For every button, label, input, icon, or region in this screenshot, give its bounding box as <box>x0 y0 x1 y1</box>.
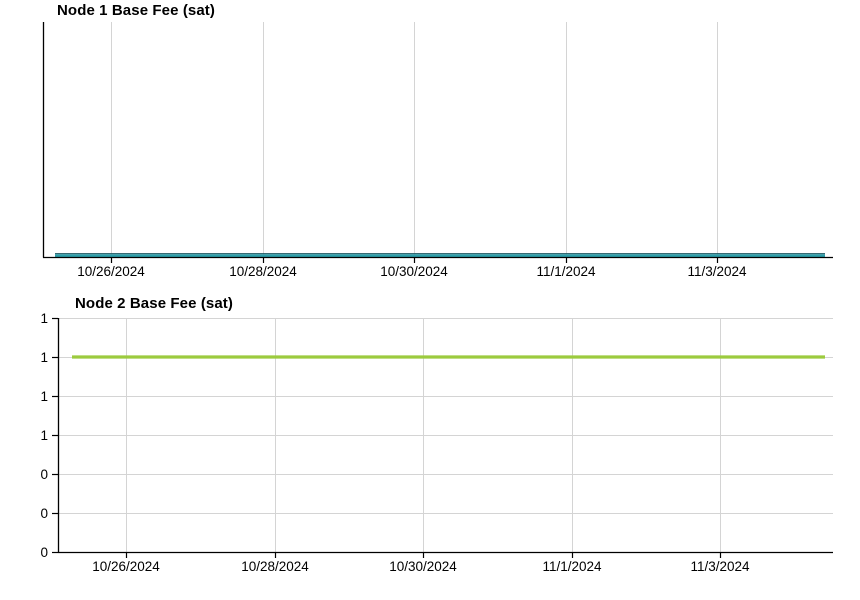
x-tick-label: 10/28/2024 <box>241 559 309 574</box>
y-tick-label: 0 <box>40 545 48 560</box>
y-tick-label: 1 <box>40 350 48 365</box>
y-tick-label: 1 <box>40 311 48 326</box>
y-tick-label: 0 <box>40 467 48 482</box>
x-tick-label: 11/1/2024 <box>542 559 602 574</box>
chart-title-node1: Node 1 Base Fee (sat) <box>57 2 215 19</box>
x-tick-label: 11/3/2024 <box>687 264 747 279</box>
x-tick-label: 10/26/2024 <box>92 559 160 574</box>
chart-title-node2: Node 2 Base Fee (sat) <box>75 295 233 312</box>
x-tick-label: 10/30/2024 <box>389 559 457 574</box>
y-tick-label: 0 <box>40 506 48 521</box>
x-tick-label: 10/26/2024 <box>77 264 145 279</box>
node1-chart: 10/26/2024 10/28/2024 10/30/2024 11/1/2024 1… <box>42 22 833 279</box>
x-tick-label: 10/30/2024 <box>380 264 448 279</box>
node2-chart: 10/26/2024 10/28/2024 10/30/2024 11/1/2024 1… <box>40 311 833 574</box>
x-tick-label: 11/1/2024 <box>536 264 596 279</box>
x-tick-label: 10/28/2024 <box>229 264 297 279</box>
x-tick-label: 11/3/2024 <box>690 559 750 574</box>
y-tick-label: 1 <box>40 428 48 443</box>
y-tick-label: 1 <box>40 389 48 404</box>
